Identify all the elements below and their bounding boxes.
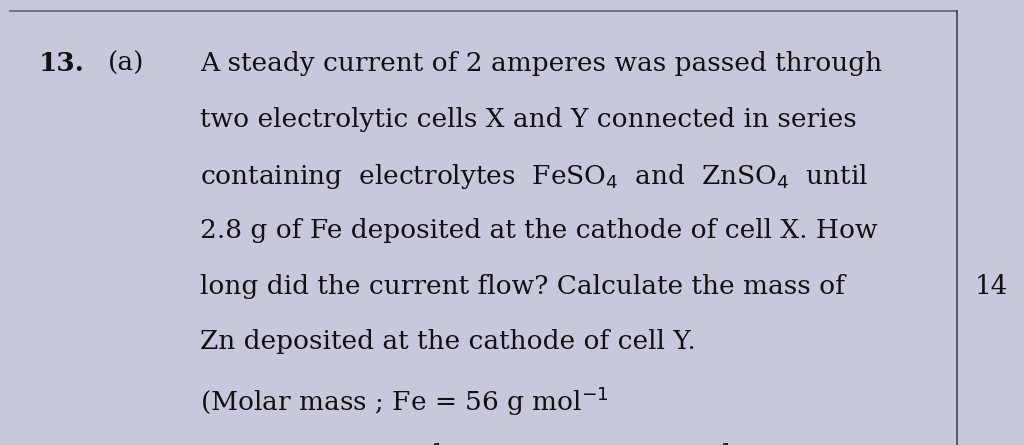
Text: (Molar mass ; Fe = 56 g mol$^{-1}$: (Molar mass ; Fe = 56 g mol$^{-1}$ — [200, 385, 608, 418]
Text: Zn = 65.3 g mol$^{-1}$, 1F = 96500 C mol$^{-1}$): Zn = 65.3 g mol$^{-1}$, 1F = 96500 C mol… — [200, 441, 743, 445]
Text: long did the current flow? Calculate the mass of: long did the current flow? Calculate the… — [200, 274, 845, 299]
Text: A steady current of 2 amperes was passed through: A steady current of 2 amperes was passed… — [200, 51, 882, 76]
Text: two electrolytic cells X and Y connected in series: two electrolytic cells X and Y connected… — [200, 107, 856, 132]
Text: Zn deposited at the cathode of cell Y.: Zn deposited at the cathode of cell Y. — [200, 329, 695, 354]
Text: (a): (a) — [108, 51, 144, 76]
Text: 13.: 13. — [39, 51, 85, 76]
Text: 2.8 g of Fe deposited at the cathode of cell X. How: 2.8 g of Fe deposited at the cathode of … — [200, 218, 878, 243]
Text: containing  electrolytes  FeSO$_{4}$  and  ZnSO$_{4}$  until: containing electrolytes FeSO$_{4}$ and Z… — [200, 162, 868, 191]
Text: 14: 14 — [975, 274, 1008, 299]
